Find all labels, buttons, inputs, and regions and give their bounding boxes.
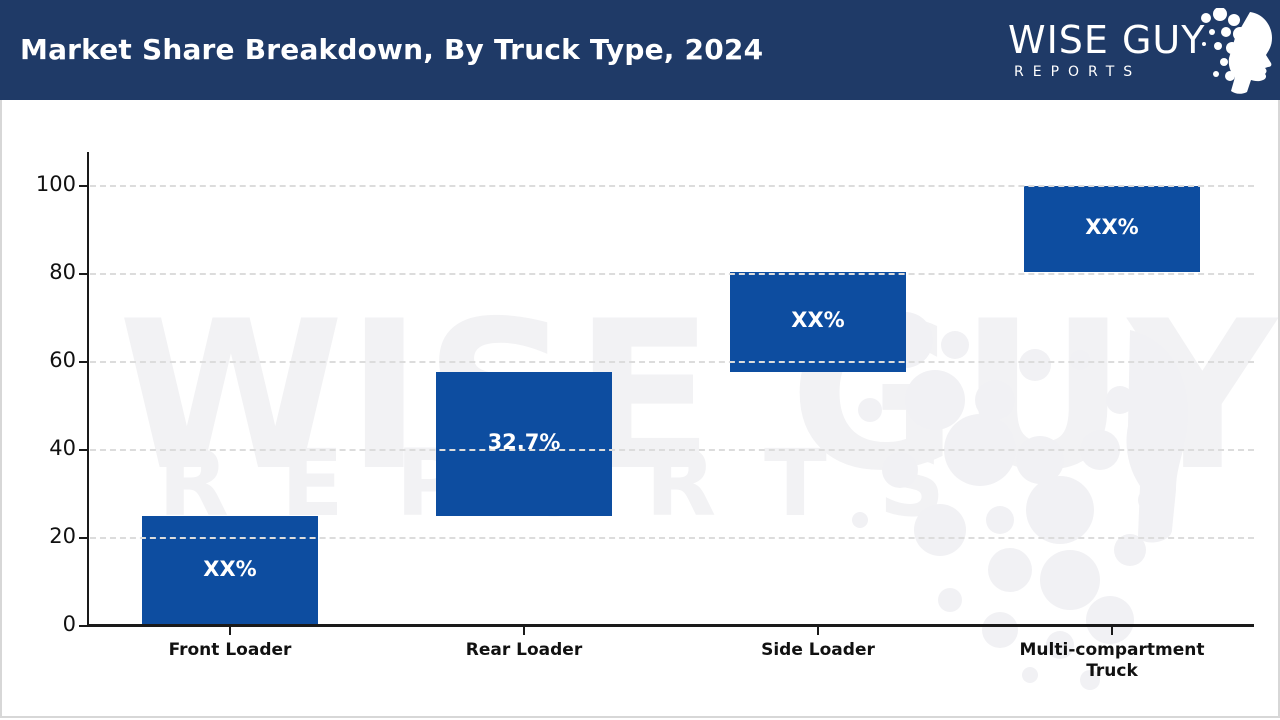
gridline-80 — [90, 273, 1254, 275]
y-tick-mark — [79, 625, 87, 627]
bar-2 — [436, 372, 612, 516]
bar-3 — [730, 271, 906, 373]
y-tick-label: 0 — [62, 612, 76, 636]
y-tick-mark — [79, 449, 87, 451]
bar-4 — [1024, 186, 1200, 272]
x-tick-label: Side Loader — [761, 640, 875, 660]
page-title: Market Share Breakdown, By Truck Type, 2… — [20, 33, 764, 66]
x-tick-mark — [817, 627, 819, 635]
watermark-wordmark: WISE GUY — [118, 278, 1279, 516]
x-tick-label: Multi-compartment Truck — [1019, 640, 1205, 682]
x-tick-mark — [1111, 627, 1113, 635]
y-tick-mark — [79, 537, 87, 539]
gridline-40 — [90, 449, 1254, 451]
bar-value-label: XX% — [791, 307, 845, 332]
watermark-head-dots-icon — [823, 312, 1189, 690]
bar-value-label: XX% — [203, 557, 257, 581]
y-tick-label: 60 — [49, 348, 76, 372]
y-tick-label: 100 — [35, 172, 76, 196]
logo-subtitle: REPORTS — [1014, 64, 1142, 80]
logo-head-dots-icon — [1201, 8, 1272, 94]
y-tick-mark — [79, 361, 87, 363]
y-tick-mark — [79, 185, 87, 187]
gridline-20 — [90, 537, 1254, 539]
bar-value-label: XX% — [1085, 214, 1139, 239]
x-axis-line — [87, 624, 1254, 627]
bar-1 — [142, 516, 318, 626]
header-banner: Market Share Breakdown, By Truck Type, 2… — [0, 0, 1280, 100]
y-axis-line — [87, 152, 89, 626]
x-tick-mark — [229, 627, 231, 635]
gridline-60 — [90, 361, 1254, 363]
y-tick-label: 40 — [49, 436, 76, 460]
gridline-100 — [90, 185, 1254, 187]
y-tick-label: 80 — [49, 260, 76, 284]
logo-wordmark: WISE GUY — [1008, 18, 1206, 62]
x-tick-label: Front Loader — [168, 640, 292, 660]
wiseguy-logo: WISE GUY REPORTS — [1008, 8, 1272, 94]
y-tick-mark — [79, 273, 87, 275]
bar-value-label: 32.7% — [487, 430, 561, 455]
y-tick-label: 20 — [49, 524, 76, 548]
x-tick-mark — [523, 627, 525, 635]
x-tick-label: Rear Loader — [465, 640, 583, 660]
